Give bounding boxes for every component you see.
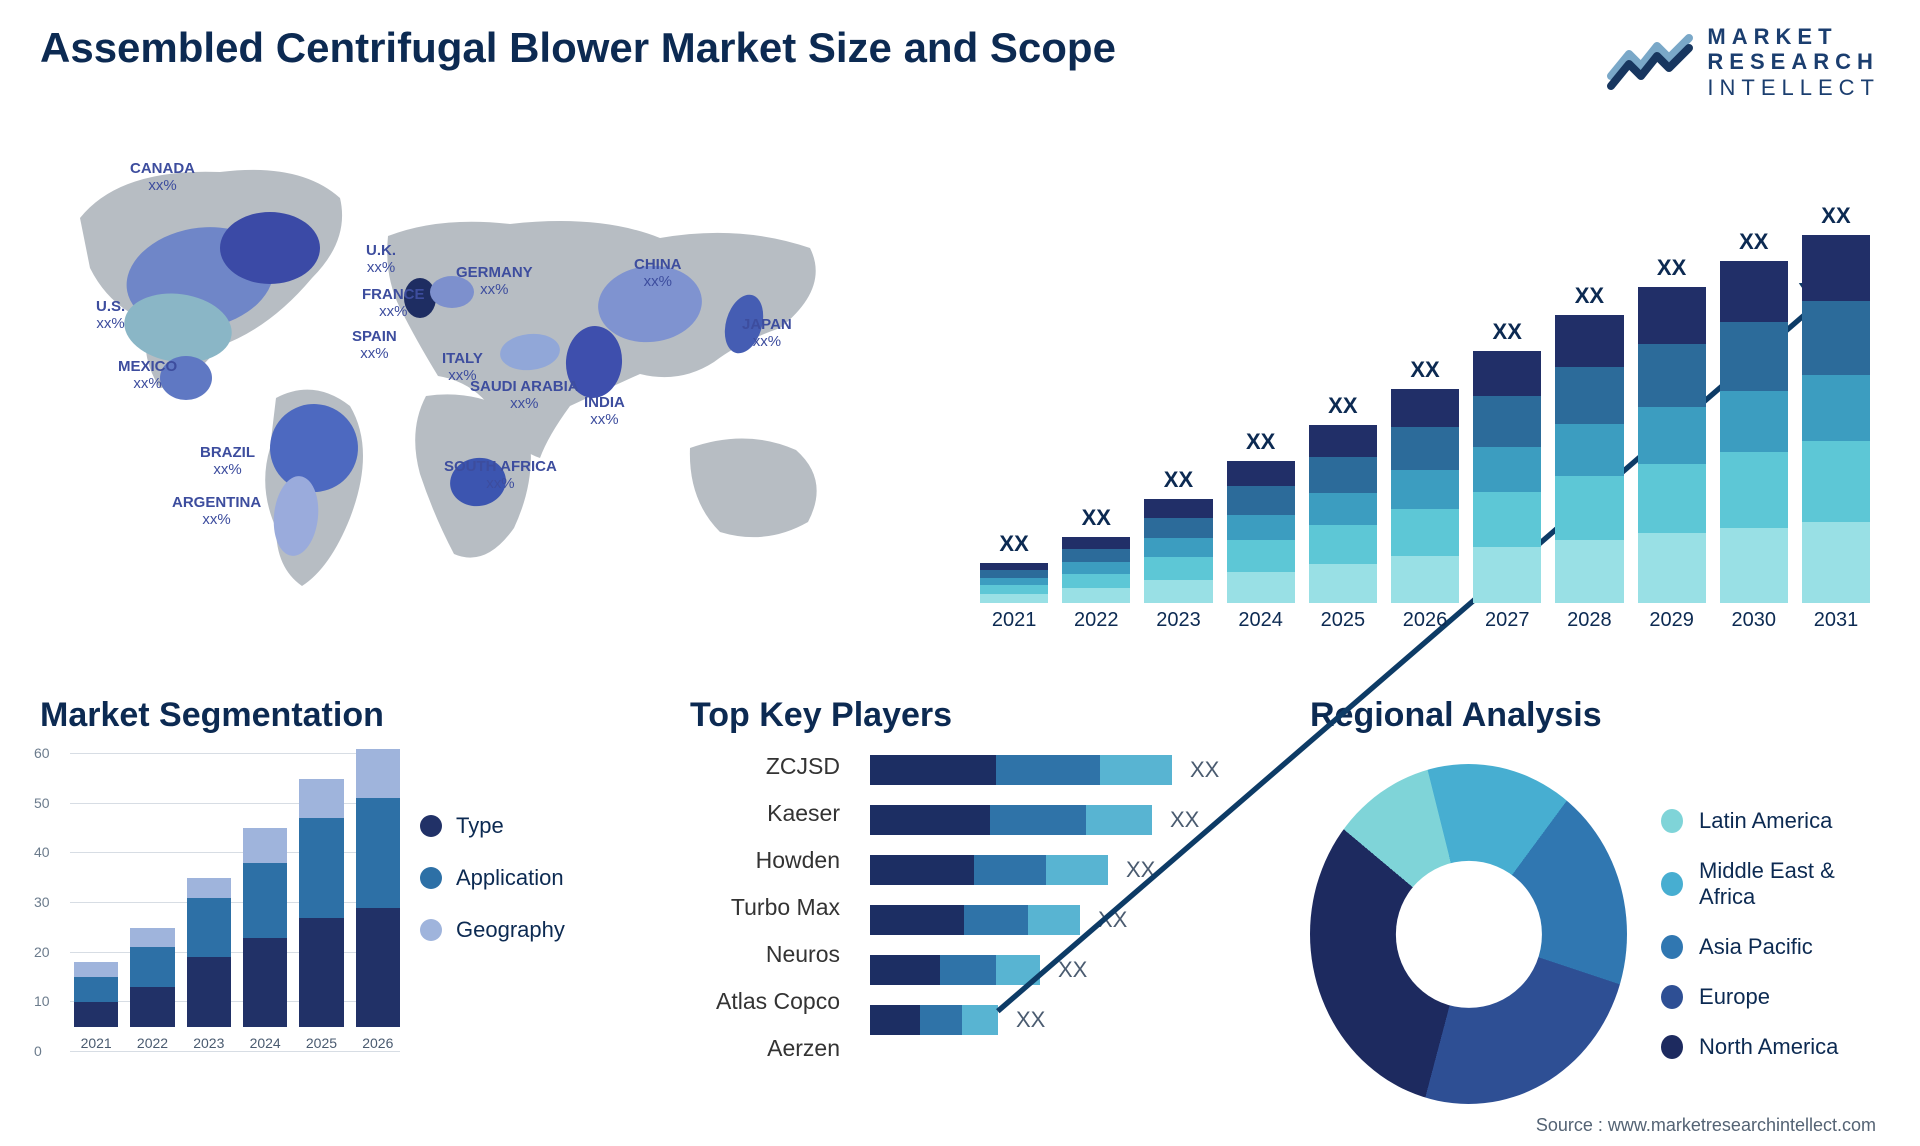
- seg-bar-2025: 2025: [299, 779, 343, 1051]
- growth-bar-2031: XX2031: [1802, 203, 1870, 632]
- region-legend-item: Middle East & Africa: [1661, 858, 1880, 910]
- logo-text: MARKET RESEARCH INTELLECT: [1707, 24, 1880, 100]
- seg-bar-2026: 2026: [356, 749, 400, 1051]
- player-bar-row: XX: [870, 955, 1280, 985]
- growth-bar-2030: XX2030: [1720, 229, 1788, 632]
- map-label-mexico: MEXICOxx%: [118, 358, 177, 393]
- seg-legend-geography: Geography: [420, 917, 565, 943]
- map-label-japan: JAPANxx%: [742, 316, 792, 351]
- segmentation-chart: 0102030405060 202120222023202420252026: [40, 753, 400, 1073]
- segmentation-legend: Type Application Geography: [420, 753, 565, 1116]
- growth-bar-2028: XX2028: [1555, 283, 1623, 632]
- source-attribution: Source : www.marketresearchintellect.com: [1536, 1115, 1876, 1136]
- player-label: Turbo Max: [690, 894, 840, 921]
- regional-title: Regional Analysis: [1310, 696, 1880, 735]
- growth-bar-2024: XX2024: [1227, 429, 1295, 632]
- segmentation-title: Market Segmentation: [40, 696, 660, 735]
- region-legend-item: Europe: [1661, 984, 1880, 1010]
- region-legend-item: Asia Pacific: [1661, 934, 1880, 960]
- key-players-panel: Top Key Players ZCJSD Kaeser Howden Turbo M…: [690, 696, 1280, 1116]
- map-label-brazil: BRAZILxx%: [200, 444, 255, 479]
- seg-bar-2021: 2021: [74, 962, 118, 1051]
- growth-bar-2027: XX2027: [1473, 319, 1541, 632]
- region-legend-item: North America: [1661, 1034, 1880, 1060]
- regional-donut-chart: [1310, 764, 1627, 1104]
- growth-bar-2021: XX2021: [980, 531, 1048, 632]
- player-label: Howden: [690, 847, 840, 874]
- regional-legend: Latin America Middle East & Africa Asia Pa…: [1661, 808, 1880, 1060]
- player-label: Aerzen: [690, 1035, 840, 1062]
- map-label-china: CHINAxx%: [634, 256, 682, 291]
- player-label: Neuros: [690, 941, 840, 968]
- logo-mark-icon: [1607, 32, 1693, 92]
- growth-bar-2029: XX2029: [1638, 255, 1706, 632]
- map-label-canada: CANADAxx%: [130, 160, 195, 195]
- map-label-spain: SPAINxx%: [352, 328, 397, 363]
- brand-logo: MARKET RESEARCH INTELLECT: [1607, 24, 1880, 100]
- player-bar-row: XX: [870, 1005, 1280, 1035]
- key-players-labels: ZCJSD Kaeser Howden Turbo Max Neuros Atlas Co…: [690, 753, 840, 1116]
- seg-bar-2023: 2023: [187, 878, 231, 1051]
- map-label-saudi-arabia: SAUDI ARABIAxx%: [470, 378, 579, 413]
- map-label-germany: GERMANYxx%: [456, 264, 533, 299]
- player-bar-row: XX: [870, 805, 1280, 835]
- key-players-title: Top Key Players: [690, 696, 1280, 735]
- map-label-argentina: ARGENTINAxx%: [172, 494, 261, 529]
- key-players-bars: XX XX XX XX XX XX: [870, 753, 1280, 1116]
- seg-bar-2022: 2022: [130, 928, 174, 1051]
- growth-bar-2022: XX2022: [1062, 505, 1130, 632]
- growth-bar-2025: XX2025: [1309, 393, 1377, 632]
- map-label-india: INDIAxx%: [584, 394, 625, 429]
- player-bar-row: XX: [870, 905, 1280, 935]
- player-label: ZCJSD: [690, 753, 840, 780]
- regional-panel: Regional Analysis Latin America Middle Ea…: [1310, 696, 1880, 1116]
- region-legend-item: Latin America: [1661, 808, 1880, 834]
- map-label-u-k-: U.K.xx%: [366, 242, 396, 277]
- player-bar-row: XX: [870, 755, 1280, 785]
- map-label-u-s-: U.S.xx%: [96, 298, 125, 333]
- map-label-south-africa: SOUTH AFRICAxx%: [444, 458, 557, 493]
- growth-bar-panel: XX2021XX2022XX2023XX2024XX2025XX2026XX20…: [980, 128, 1880, 668]
- growth-bar-2026: XX2026: [1391, 357, 1459, 632]
- growth-bar-2023: XX2023: [1144, 467, 1212, 632]
- segmentation-panel: Market Segmentation 0102030405060 202120…: [40, 696, 660, 1116]
- seg-bar-2024: 2024: [243, 828, 287, 1051]
- growth-bar-chart: XX2021XX2022XX2023XX2024XX2025XX2026XX20…: [980, 228, 1870, 668]
- player-bar-row: XX: [870, 855, 1280, 885]
- world-map-panel: CANADAxx% U.S.xx% MEXICOxx% BRAZILxx% ARGENT…: [40, 128, 940, 668]
- seg-legend-type: Type: [420, 813, 565, 839]
- seg-legend-application: Application: [420, 865, 565, 891]
- page-title: Assembled Centrifugal Blower Market Size…: [40, 24, 1116, 72]
- player-label: Atlas Copco: [690, 988, 840, 1015]
- map-label-france: FRANCExx%: [362, 286, 425, 321]
- player-label: Kaeser: [690, 800, 840, 827]
